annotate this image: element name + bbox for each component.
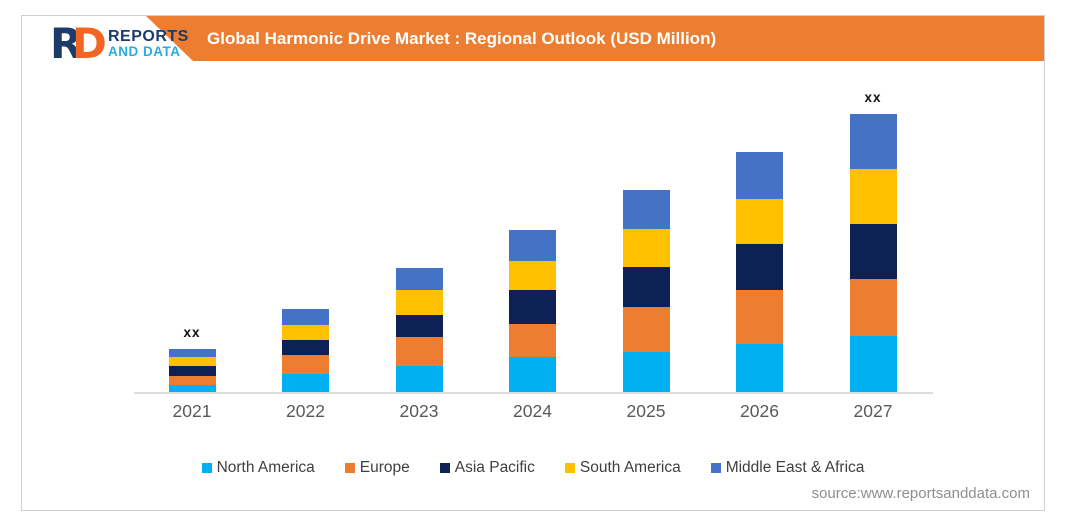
legend-label: South America [579, 459, 681, 476]
x-tick-2026: 2026 [740, 401, 779, 421]
bar-segment-asia-pacific [849, 224, 897, 279]
legend-item-europe: Europe [344, 459, 410, 477]
legend-swatch-icon [344, 463, 355, 473]
reports-and-data-logo: R D REPORTS AND DATA [50, 24, 189, 64]
bar-2022 [282, 61, 329, 392]
chart-card: Global Harmonic Drive Market : Regional … [21, 15, 1045, 511]
x-tick-2023: 2023 [399, 401, 439, 421]
bar-segment-south-america [622, 229, 670, 267]
bar-segment-south-america [509, 261, 556, 290]
x-axis-line [134, 392, 933, 394]
legend-swatch-icon [439, 463, 450, 473]
value-label-2021: xx [183, 325, 201, 340]
x-tick-2021: 2021 [172, 401, 212, 421]
svg-text:D: D [72, 24, 106, 64]
bar-segment-north-america [736, 344, 783, 392]
bar-2025 [622, 61, 670, 392]
bar-segment-middle-east-africa [736, 152, 783, 199]
bar-segment-asia-pacific [736, 244, 783, 290]
value-label-2027: xx [864, 90, 882, 105]
bar-segment-asia-pacific [168, 366, 216, 376]
bar-segment-south-america [395, 290, 443, 315]
legend: North America Europe Asia Pacific South Ame… [22, 459, 1044, 477]
bar-segment-north-america [395, 366, 443, 392]
bar-segment-south-america [849, 169, 897, 224]
legend-item-asia-pacific: Asia Pacific [439, 459, 535, 477]
bar-segment-middle-east-africa [168, 349, 216, 357]
legend-swatch-icon [564, 463, 575, 473]
legend-item-north-america: North America [201, 459, 315, 477]
x-tick-2025: 2025 [626, 401, 666, 421]
bar-segment-europe [395, 337, 443, 366]
x-tick-2022: 2022 [286, 401, 325, 421]
plot-area: xx 2021 2022 2023 2024 2025 2026 xx 2027 [22, 61, 1044, 431]
logo-text-reports: REPORTS [108, 27, 189, 45]
x-tick-2024: 2024 [513, 401, 552, 421]
bar-segment-europe [736, 290, 783, 344]
bar-segment-asia-pacific [395, 315, 443, 337]
bar-2027: xx [849, 61, 897, 392]
legend-label: Middle East & Africa [725, 459, 865, 476]
bar-segment-south-america [282, 325, 329, 340]
bar-segment-asia-pacific [622, 267, 670, 307]
bar-segment-south-america [736, 199, 783, 244]
bar-segment-north-america [282, 374, 329, 392]
bar-2023 [395, 61, 443, 392]
legend-label: Europe [359, 459, 410, 476]
bar-segment-north-america [849, 336, 897, 392]
legend-label: North America [216, 459, 315, 476]
bar-segment-europe [509, 324, 556, 357]
logo-text-and-data: AND DATA [108, 44, 181, 60]
bar-segment-europe [282, 355, 329, 374]
bar-segment-europe [168, 376, 216, 385]
logo-wordmark: REPORTS AND DATA [108, 27, 189, 60]
bar-segment-middle-east-africa [849, 114, 897, 169]
legend-item-south-america: South America [564, 459, 681, 477]
bar-segment-europe [622, 307, 670, 352]
bar-segment-asia-pacific [509, 290, 556, 324]
bar-segment-middle-east-africa [395, 268, 443, 290]
bar-segment-south-america [168, 357, 216, 366]
bar-segment-middle-east-africa [622, 190, 670, 229]
bar-2021: xx [168, 61, 216, 392]
svg-text:R: R [50, 24, 82, 64]
bar-2024 [509, 61, 556, 392]
legend-item-middle-east-africa: Middle East & Africa [710, 459, 865, 477]
bar-segment-asia-pacific [282, 340, 329, 355]
bar-segment-north-america [509, 357, 556, 392]
bar-segment-europe [849, 279, 897, 336]
source-text: source:www.reportsanddata.com [811, 485, 1030, 502]
legend-swatch-icon [201, 463, 212, 473]
title-banner: Global Harmonic Drive Market : Regional … [146, 16, 1044, 61]
bar-segment-north-america [168, 385, 216, 392]
x-tick-2027: 2027 [853, 401, 893, 421]
legend-label: Asia Pacific [454, 459, 535, 476]
bar-segment-middle-east-africa [282, 309, 329, 325]
bar-2026 [736, 61, 783, 392]
bar-segment-north-america [622, 352, 670, 392]
chart-title: Global Harmonic Drive Market : Regional … [207, 29, 717, 48]
logo-rd-icon: R D [50, 24, 106, 64]
legend-swatch-icon [710, 463, 721, 473]
bar-segment-middle-east-africa [509, 230, 556, 261]
